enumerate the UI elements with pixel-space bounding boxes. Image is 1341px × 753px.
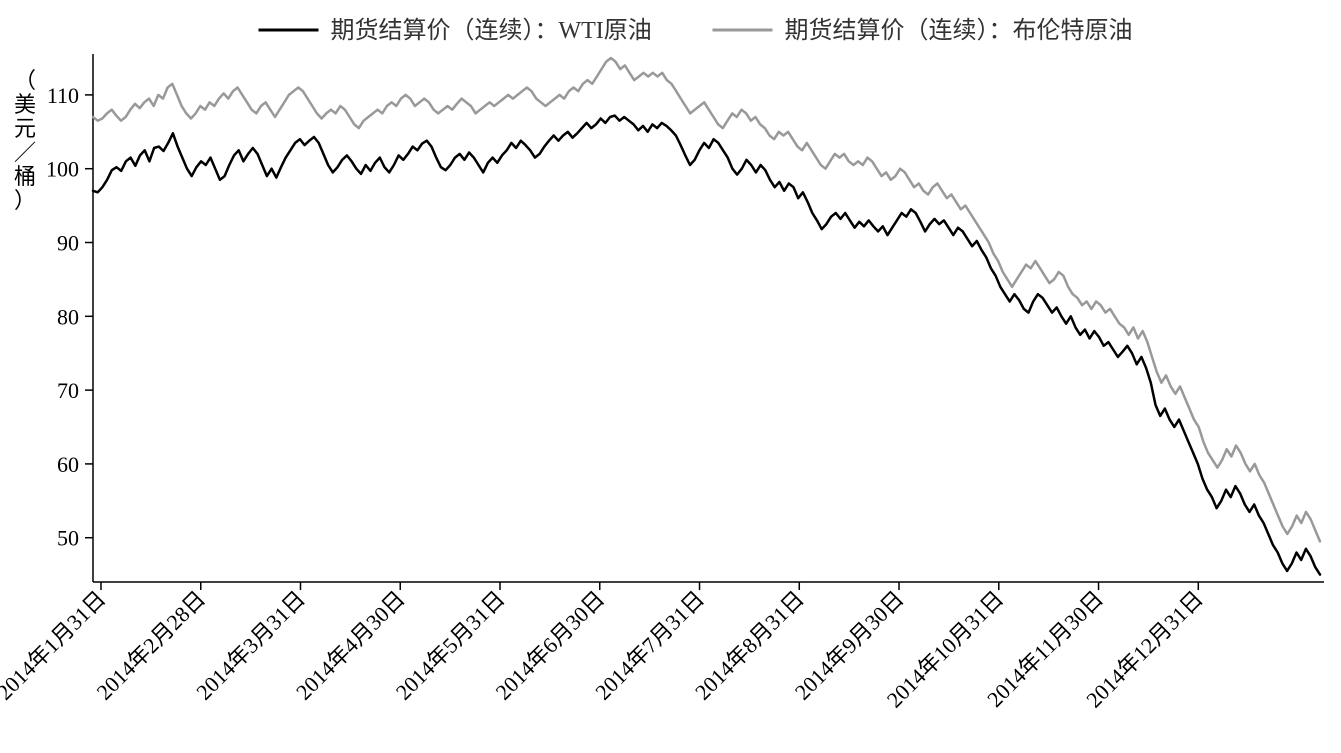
y-axis-title-char: 桶	[14, 164, 36, 189]
y-axis-title-char: （	[14, 68, 36, 93]
oil-price-chart: 期货结算价（连续）：WTI原油 期货结算价（连续）：布伦特原油 50 60 70 80 9…	[0, 0, 1341, 753]
x-axis-labels: 2014年1月31日2014年2月28日2014年3月31日2014年4月30日…	[0, 582, 1208, 712]
y-axis-title-char: ）	[14, 188, 36, 213]
y-tick-label: 60	[57, 452, 79, 477]
y-tick-label: 80	[57, 304, 79, 329]
y-axis-title-char: ／	[14, 140, 36, 165]
y-tick-label: 50	[57, 526, 79, 551]
chart-series	[93, 58, 1320, 575]
y-tick-label: 100	[46, 157, 79, 182]
series-line-wti	[93, 116, 1320, 575]
legend-label-wti: 期货结算价（连续）：WTI原油	[331, 17, 652, 44]
y-tick-label: 90	[57, 231, 79, 256]
y-axis-title-char: 元	[14, 116, 36, 141]
y-tick-label: 70	[57, 378, 79, 403]
legend-label-brent: 期货结算价（连续）：布伦特原油	[785, 17, 1133, 44]
series-line-brent	[93, 58, 1320, 541]
y-tick-label: 110	[47, 83, 79, 108]
y-axis-title-char: 美	[14, 92, 36, 117]
chart-axes: 50 60 70 80 90 100 110	[46, 54, 1324, 582]
y-axis-title: （美元／桶）	[14, 68, 36, 213]
chart-legend: 期货结算价（连续）：WTI原油 期货结算价（连续）：布伦特原油	[259, 17, 1133, 44]
